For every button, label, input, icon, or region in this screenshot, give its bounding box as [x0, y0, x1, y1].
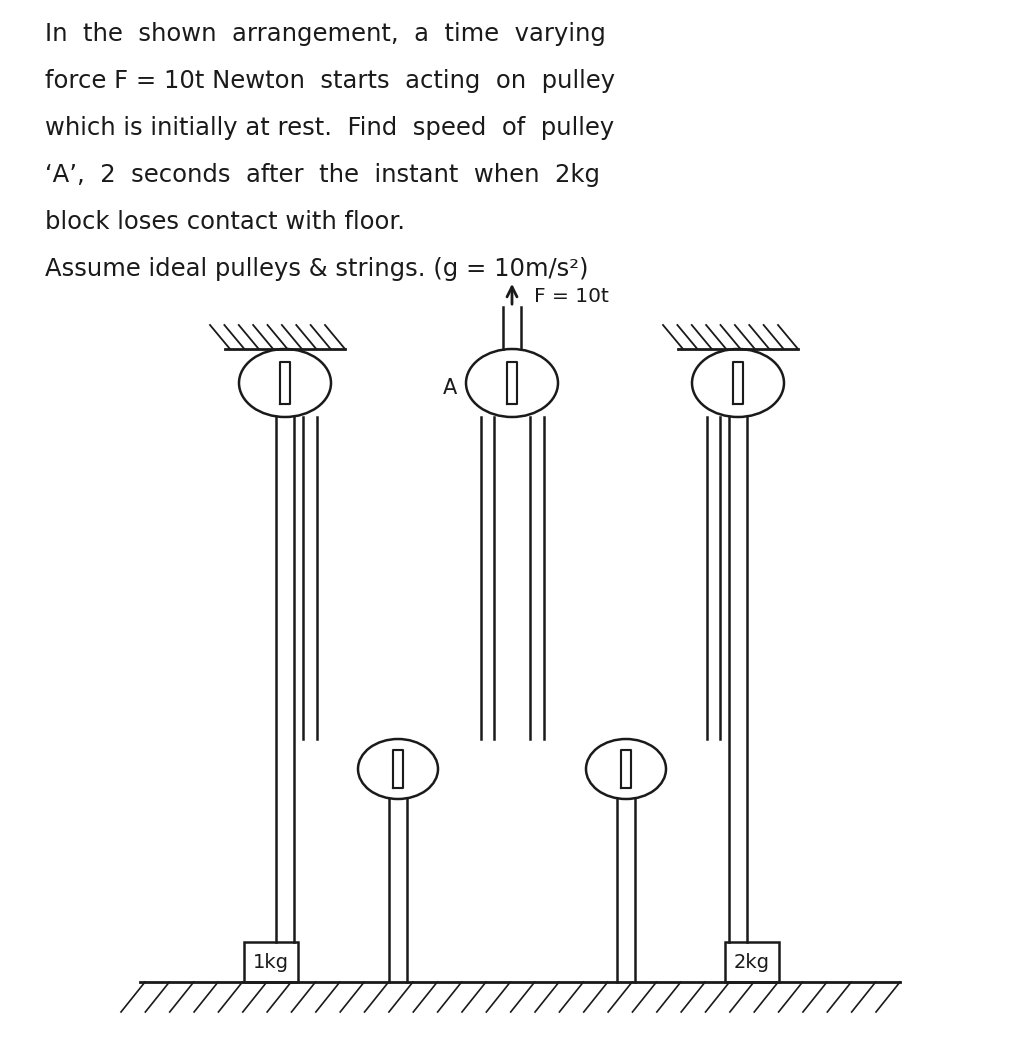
Text: F = 10t: F = 10t [534, 288, 609, 307]
Text: which is initially at rest.  Find  speed  of  pulley: which is initially at rest. Find speed o… [45, 116, 614, 140]
Text: A: A [442, 378, 457, 398]
Text: 1kg: 1kg [253, 953, 289, 972]
Text: Assume ideal pulleys & strings. (g = 10m/s²): Assume ideal pulleys & strings. (g = 10m… [45, 257, 589, 281]
Text: force F = 10t Newton  starts  acting  on  pulley: force F = 10t Newton starts acting on pu… [45, 69, 615, 93]
Text: In  the  shown  arrangement,  a  time  varying: In the shown arrangement, a time varying [45, 22, 606, 46]
Text: ‘A’,  2  seconds  after  the  instant  when  2kg: ‘A’, 2 seconds after the instant when 2k… [45, 163, 600, 187]
Text: 2kg: 2kg [734, 953, 770, 972]
Text: block loses contact with floor.: block loses contact with floor. [45, 210, 406, 234]
